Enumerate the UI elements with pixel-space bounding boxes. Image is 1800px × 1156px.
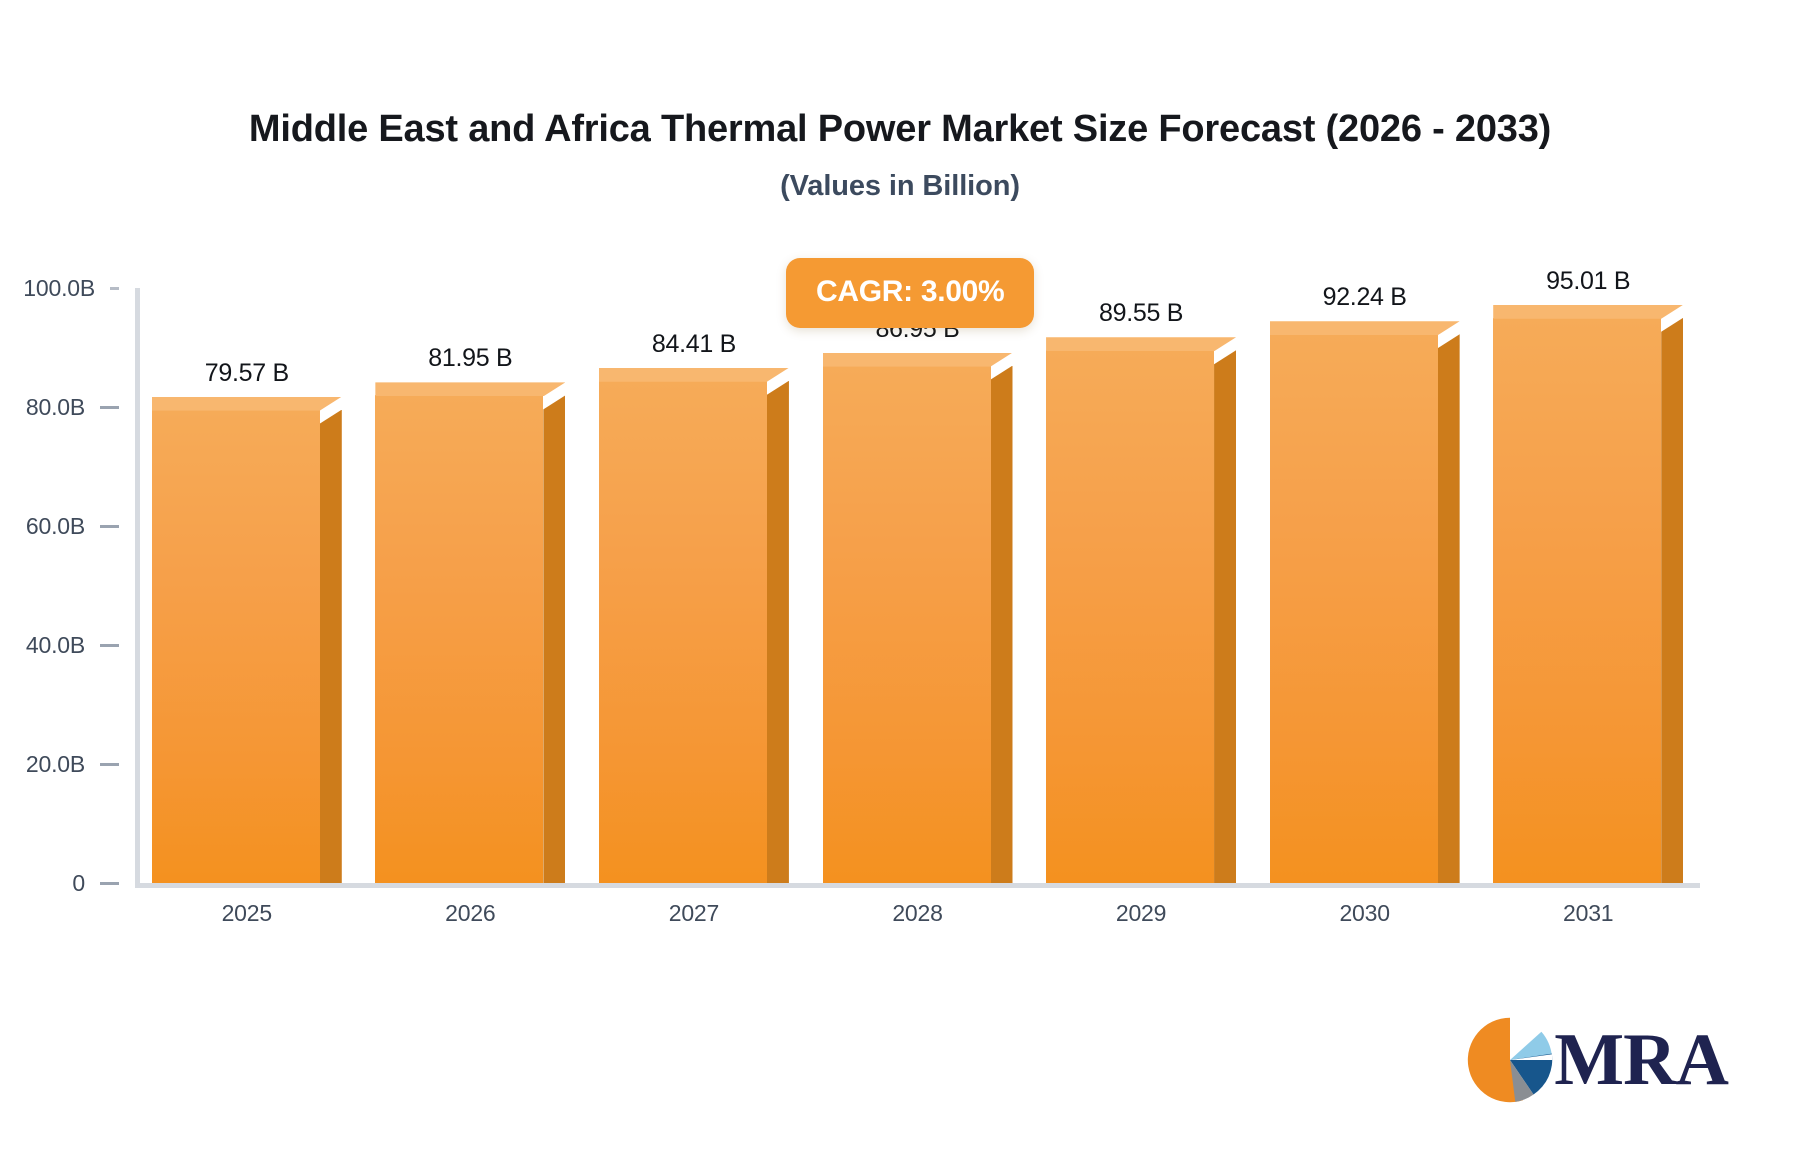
bar-side-face bbox=[1214, 350, 1237, 883]
bar-top-face bbox=[823, 353, 1013, 367]
page-title: Middle East and Africa Thermal Power Mar… bbox=[248, 108, 1552, 150]
y-axis-tick-mark bbox=[100, 405, 119, 409]
x-axis: 2025 2026 2027 2028 2029 2030 2031 bbox=[135, 900, 1700, 940]
bar-column[interactable]: 81.95 B bbox=[375, 344, 566, 883]
bar-value-label: 92.24 B bbox=[1322, 283, 1407, 312]
bar-side-face bbox=[766, 380, 789, 883]
y-axis-tick-label: 40.0B bbox=[25, 631, 85, 658]
bar-side-face bbox=[990, 365, 1013, 883]
bar-series: 79.57 B 81.95 B 84.41 B 86.95 B 89.55 B 92.24… bbox=[135, 267, 1700, 888]
bar-column[interactable]: 79.57 B bbox=[151, 359, 342, 883]
y-axis-tick-mark bbox=[100, 762, 119, 766]
bar-column[interactable]: 92.24 B bbox=[1269, 283, 1460, 883]
y-axis-tick-label: 0 bbox=[72, 869, 85, 896]
y-axis-tick-label: 80.0B bbox=[25, 393, 85, 420]
bar-front-face bbox=[1493, 317, 1662, 883]
y-axis-tick-mark bbox=[110, 286, 119, 290]
x-axis-baseline bbox=[135, 883, 1700, 888]
bar-column[interactable]: 84.41 B bbox=[598, 330, 789, 883]
bar-front-face bbox=[598, 380, 767, 883]
brand-logo: MRA bbox=[1462, 1012, 1729, 1108]
bar-value-label: 84.41 B bbox=[651, 329, 736, 358]
x-axis-tick-label: 2026 bbox=[445, 900, 496, 926]
bar-side-face bbox=[319, 409, 342, 883]
x-axis-tick-label: 2025 bbox=[221, 900, 273, 926]
bar-top-face bbox=[375, 382, 565, 396]
logo-wordmark: MRA bbox=[1554, 1019, 1729, 1101]
y-axis-tick-label: 100.0B bbox=[23, 274, 95, 301]
bar-column[interactable]: 89.55 B bbox=[1046, 299, 1237, 883]
bar-side-face bbox=[1661, 317, 1684, 883]
bar-front-face bbox=[151, 409, 320, 883]
bar-top-face bbox=[1493, 305, 1683, 319]
bar-value-label: 89.55 B bbox=[1099, 299, 1184, 328]
x-axis-tick-label: 2029 bbox=[1115, 900, 1167, 926]
bar-value-label: 79.57 B bbox=[204, 358, 289, 387]
y-axis-line bbox=[135, 288, 140, 888]
y-axis-tick-mark bbox=[100, 524, 119, 528]
cagr-badge[interactable]: CAGR: 3.00% bbox=[786, 258, 1035, 328]
bar-front-face bbox=[822, 365, 991, 883]
bar-front-face bbox=[1046, 350, 1215, 883]
bar-column[interactable]: 86.95 B bbox=[822, 315, 1013, 883]
y-axis: 100.0B 80.0B 60.0B 40.0B 20.0B 0 bbox=[0, 275, 135, 896]
bar-top-face bbox=[152, 397, 342, 411]
chart-subtitle: (Values in Billion) bbox=[780, 170, 1020, 202]
pie-chart-icon bbox=[1468, 1017, 1553, 1103]
x-axis-tick-label: 2031 bbox=[1563, 900, 1614, 926]
bar-top-face bbox=[1270, 321, 1460, 335]
x-axis-tick-label: 2030 bbox=[1339, 900, 1390, 926]
bar-front-face bbox=[375, 395, 544, 883]
bar-column[interactable]: 95.01 B bbox=[1493, 267, 1684, 883]
y-axis-tick-label: 60.0B bbox=[25, 512, 85, 539]
x-axis-tick-label: 2027 bbox=[668, 900, 720, 926]
y-axis-tick-label: 20.0B bbox=[25, 750, 85, 777]
x-axis-tick-label: 2028 bbox=[892, 900, 943, 926]
bar-top-face bbox=[599, 368, 789, 382]
bar-front-face bbox=[1269, 334, 1438, 883]
y-axis-tick-mark bbox=[100, 881, 119, 885]
cagr-badge-label: CAGR: 3.00% bbox=[816, 275, 1005, 308]
bar-side-face bbox=[1437, 334, 1460, 883]
plot-area: 79.57 B 81.95 B 84.41 B 86.95 B 89.55 B 92.24… bbox=[135, 267, 1700, 888]
bar-side-face bbox=[543, 395, 566, 883]
bar-top-face bbox=[1046, 337, 1236, 351]
bar-value-label: 95.01 B bbox=[1546, 266, 1631, 295]
bar-value-label: 81.95 B bbox=[428, 344, 513, 373]
y-axis-tick-mark bbox=[100, 643, 119, 647]
